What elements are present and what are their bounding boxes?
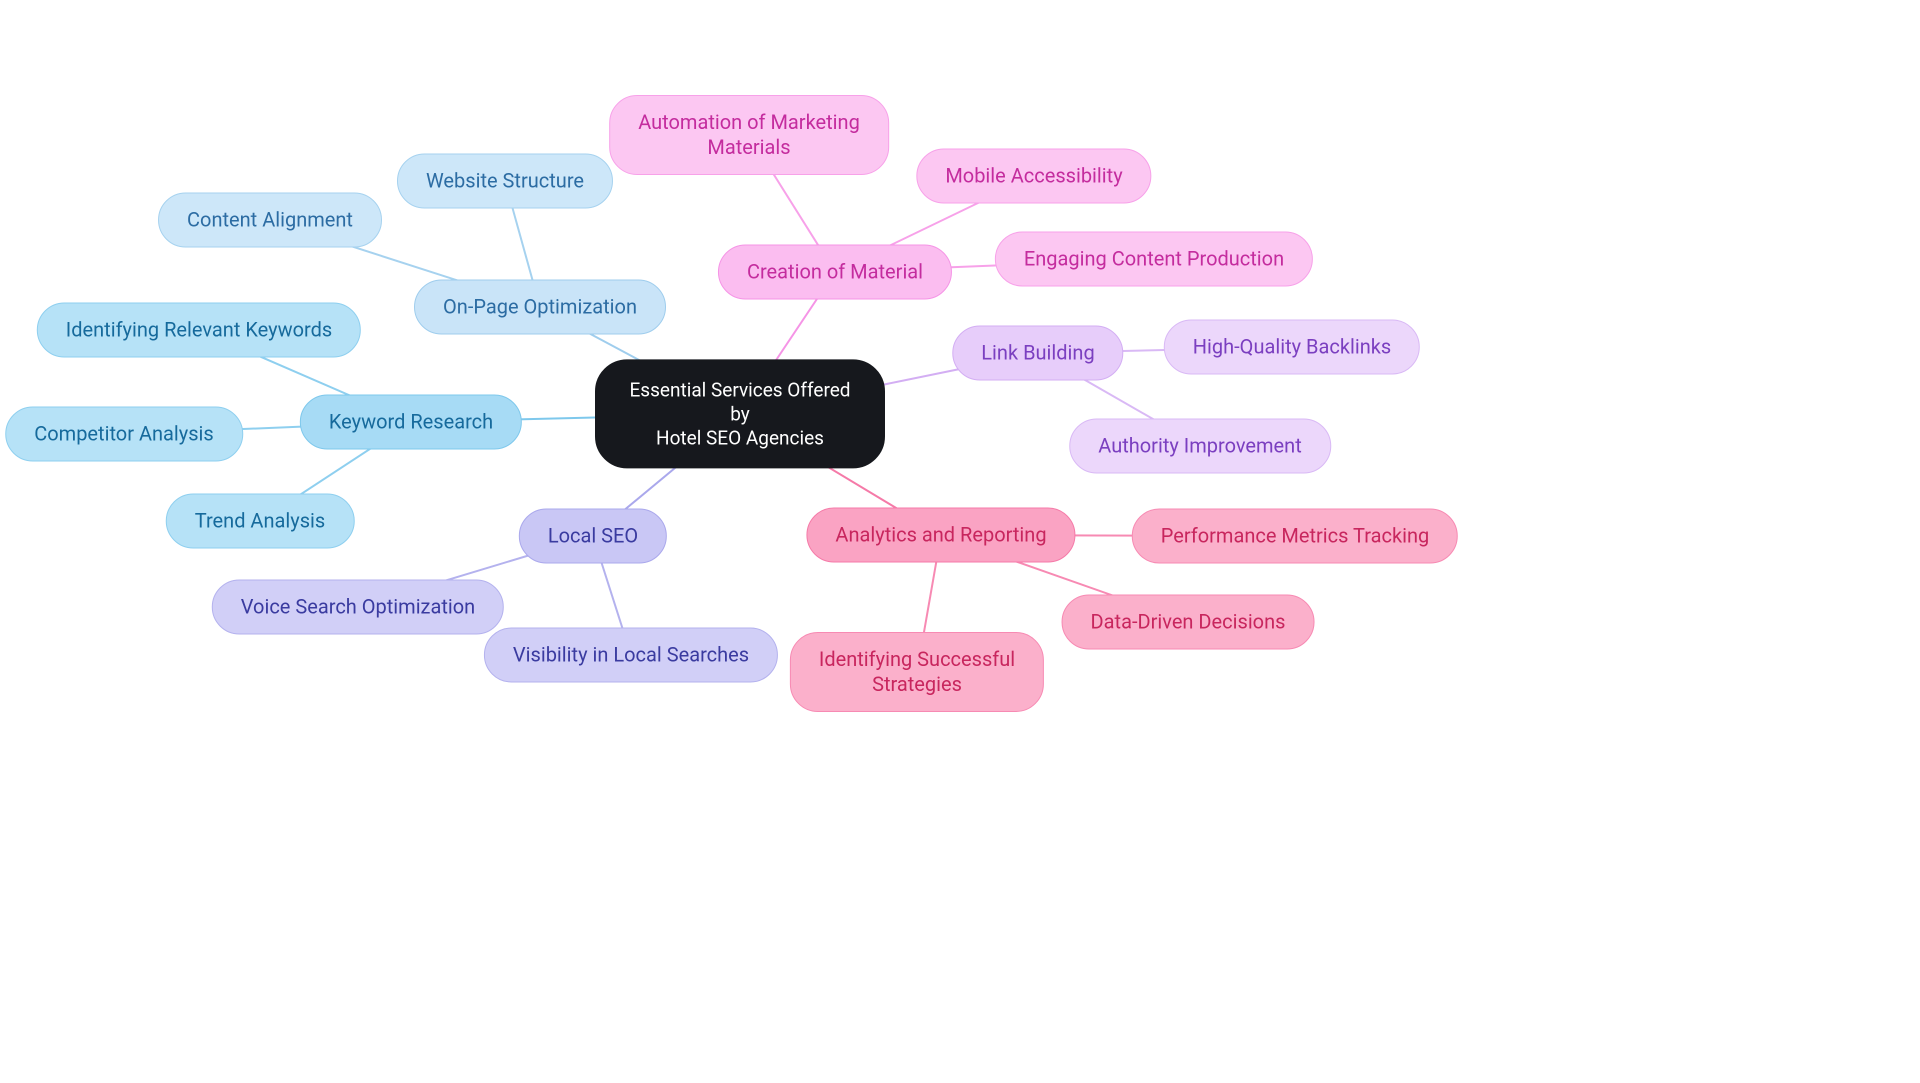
node-data_driven: Data-Driven Decisions	[1062, 595, 1315, 650]
node-mobile: Mobile Accessibility	[916, 149, 1151, 204]
node-voice: Voice Search Optimization	[212, 580, 504, 635]
node-competitor: Competitor Analysis	[5, 407, 243, 462]
node-local: Local SEO	[519, 509, 667, 564]
node-performance: Performance Metrics Tracking	[1132, 509, 1458, 564]
node-trend: Trend Analysis	[166, 494, 355, 549]
node-website_structure: Website Structure	[397, 154, 613, 209]
node-keyword: Keyword Research	[300, 395, 522, 450]
node-visibility: Visibility in Local Searches	[484, 628, 778, 683]
node-center: Essential Services Offered by Hotel SEO …	[595, 359, 885, 468]
node-engaging: Engaging Content Production	[995, 232, 1313, 287]
mindmap-canvas: Essential Services Offered by Hotel SEO …	[0, 0, 1920, 1083]
node-content_alignment: Content Alignment	[158, 193, 382, 248]
node-identify_keywords: Identifying Relevant Keywords	[37, 303, 361, 358]
node-onpage: On-Page Optimization	[414, 280, 666, 335]
node-backlinks: High-Quality Backlinks	[1164, 320, 1420, 375]
node-automation: Automation of Marketing Materials	[609, 95, 889, 175]
node-strategies: Identifying Successful Strategies	[790, 632, 1044, 712]
node-authority: Authority Improvement	[1069, 419, 1331, 474]
node-creation: Creation of Material	[718, 245, 952, 300]
node-analytics: Analytics and Reporting	[806, 508, 1075, 563]
node-link: Link Building	[952, 326, 1123, 381]
